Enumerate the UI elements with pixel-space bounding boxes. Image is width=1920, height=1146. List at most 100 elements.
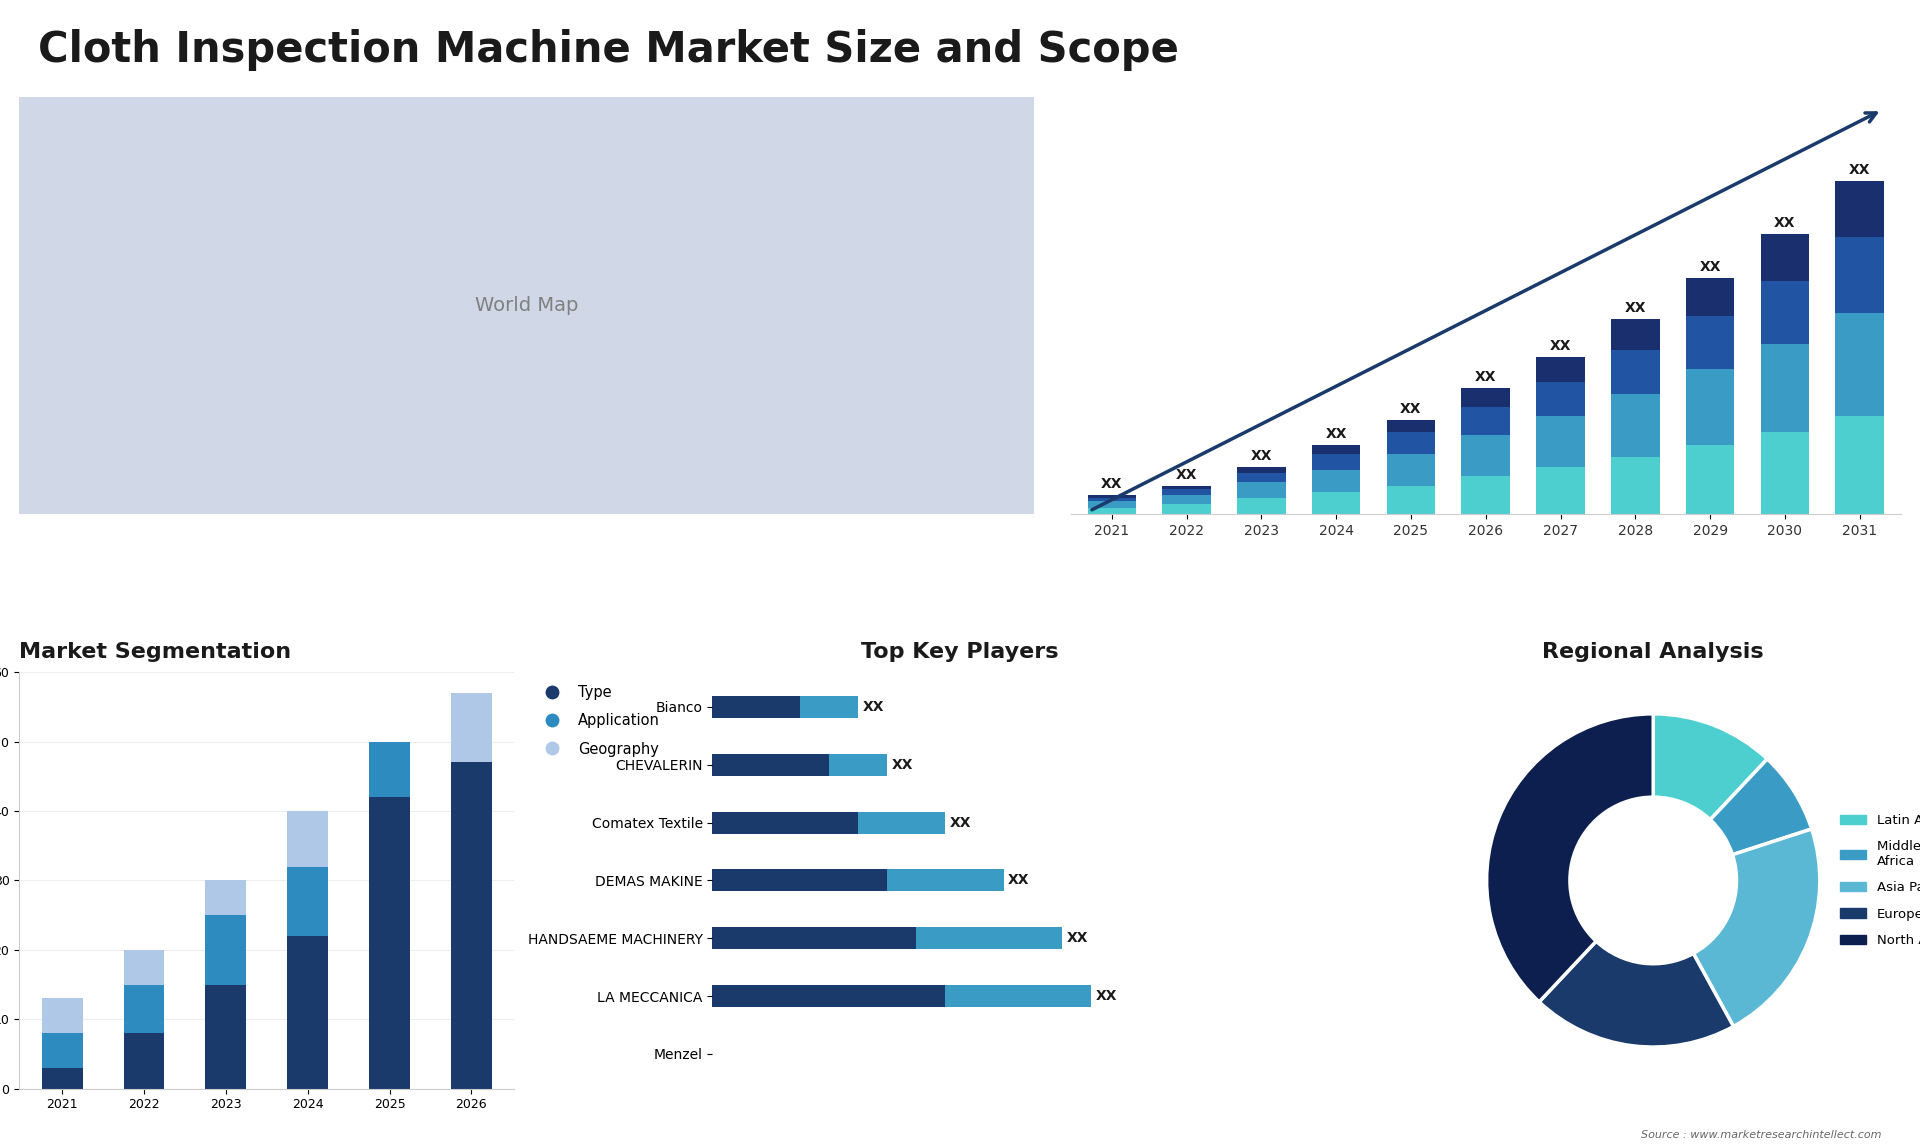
Bar (1087, 495, 1137, 499)
Bar (123, 950, 165, 984)
Bar (1236, 473, 1286, 482)
Bar (1836, 181, 1884, 237)
Text: XX: XX (1400, 401, 1421, 416)
Bar (712, 927, 916, 949)
Text: XX: XX (1096, 989, 1117, 1003)
Bar (451, 762, 492, 1089)
Wedge shape (1711, 759, 1812, 855)
Bar (1686, 316, 1734, 369)
Bar (205, 880, 246, 916)
Bar (712, 811, 858, 833)
Text: XX: XX (1699, 260, 1720, 274)
Bar (1386, 432, 1436, 454)
Bar (1386, 486, 1436, 513)
Bar (1236, 466, 1286, 473)
Bar (1311, 492, 1361, 513)
Bar (1611, 351, 1659, 394)
Bar (916, 927, 1062, 949)
Bar (1761, 432, 1809, 513)
Bar (42, 1034, 83, 1068)
Bar (1162, 504, 1212, 513)
Bar (945, 986, 1091, 1007)
Text: XX: XX (950, 816, 972, 830)
Bar (1836, 416, 1884, 513)
Bar (1162, 489, 1212, 495)
Bar (1311, 470, 1361, 492)
Text: Cloth Inspection Machine Market Size and Scope: Cloth Inspection Machine Market Size and… (38, 29, 1179, 71)
Text: XX: XX (1549, 339, 1571, 353)
Bar (1087, 508, 1137, 513)
Bar (1461, 407, 1509, 435)
Bar (1686, 445, 1734, 513)
Legend: Latin America, Middle East &
Africa, Asia Pacific, Europe, North America: Latin America, Middle East & Africa, Asi… (1836, 809, 1920, 952)
Text: XX: XX (1008, 873, 1029, 887)
Bar (1087, 501, 1137, 508)
Bar (205, 984, 246, 1089)
Text: XX: XX (1175, 468, 1198, 481)
Wedge shape (1653, 714, 1766, 819)
Bar (42, 998, 83, 1034)
Title: Top Key Players: Top Key Players (862, 642, 1058, 662)
Legend: Type, Application, Geography: Type, Application, Geography (532, 680, 666, 762)
Text: XX: XX (1624, 301, 1645, 315)
Bar (205, 916, 246, 984)
Text: XX: XX (862, 700, 883, 714)
Bar (123, 1034, 165, 1089)
Bar (887, 870, 1004, 892)
Bar (1536, 382, 1584, 416)
Bar (1536, 466, 1584, 513)
Text: XX: XX (1325, 426, 1348, 441)
Wedge shape (1486, 714, 1653, 1002)
Text: XX: XX (1250, 449, 1273, 463)
Bar (858, 811, 945, 833)
Bar (1836, 237, 1884, 313)
Bar (1386, 419, 1436, 432)
Bar (1386, 454, 1436, 486)
Bar (1236, 499, 1286, 513)
Text: XX: XX (1100, 477, 1123, 490)
Bar (1836, 313, 1884, 416)
Bar (123, 984, 165, 1034)
Text: XX: XX (1066, 932, 1089, 945)
Bar (1311, 445, 1361, 454)
Bar (1611, 319, 1659, 351)
Bar (1686, 278, 1734, 316)
Bar (1461, 477, 1509, 513)
Bar (1761, 344, 1809, 432)
Text: Source : www.marketresearchintellect.com: Source : www.marketresearchintellect.com (1642, 1130, 1882, 1140)
Text: World Map: World Map (474, 296, 578, 315)
Bar (829, 754, 887, 776)
Bar (1461, 388, 1509, 407)
Bar (42, 1068, 83, 1089)
Bar (712, 986, 945, 1007)
Text: XX: XX (1475, 370, 1496, 384)
Bar (451, 693, 492, 762)
Bar (712, 754, 829, 776)
Bar (801, 696, 858, 717)
Bar (1611, 394, 1659, 457)
Text: XX: XX (1774, 217, 1795, 230)
Bar (1162, 486, 1212, 489)
Bar (369, 798, 411, 1089)
Bar (288, 936, 328, 1089)
Bar (288, 866, 328, 936)
Bar (1686, 369, 1734, 445)
Bar (1761, 281, 1809, 344)
Text: XX: XX (891, 758, 914, 771)
Bar (712, 870, 887, 892)
Bar (1536, 416, 1584, 466)
Bar (1611, 457, 1659, 513)
Bar (1761, 234, 1809, 281)
Bar (1536, 356, 1584, 382)
Bar (1236, 482, 1286, 499)
Bar (1461, 435, 1509, 477)
Bar (712, 696, 801, 717)
Bar (1162, 495, 1212, 504)
Wedge shape (1540, 941, 1734, 1047)
Bar (1087, 499, 1137, 501)
Wedge shape (1693, 829, 1820, 1027)
Title: Regional Analysis: Regional Analysis (1542, 642, 1764, 662)
Text: XX: XX (1849, 163, 1870, 176)
Bar (1311, 454, 1361, 470)
Bar (288, 811, 328, 866)
